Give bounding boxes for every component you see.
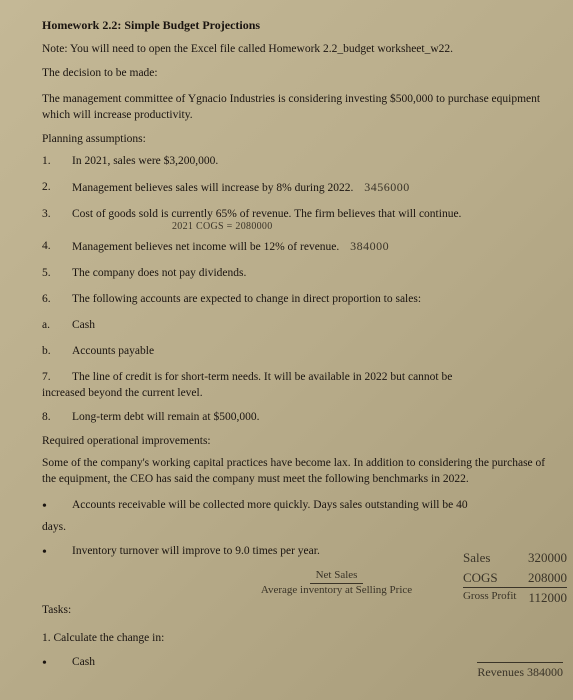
required-text: Some of the company's working capital pr…	[42, 455, 551, 487]
handwritten-calc-right: Sales 320000 COGS 208000 Gross Profit 11…	[463, 548, 567, 608]
item-number: 2.	[42, 179, 72, 196]
handwritten-sales: 3456000	[364, 180, 410, 194]
item-text: Management believes net income will be 1…	[72, 238, 551, 255]
item-text: The company does not pay dividends.	[72, 265, 551, 281]
hw-value: 112000	[528, 588, 567, 608]
assumption-7-cont: increased beyond the current level.	[42, 387, 551, 399]
assumption-6: 6. The following accounts are expected t…	[42, 291, 551, 307]
item-number: 3.	[42, 206, 72, 222]
hw-row-gross: Gross Profit 112000	[463, 588, 567, 608]
required-label: Required operational improvements:	[42, 435, 551, 447]
sub-b: b. Accounts payable	[42, 343, 551, 359]
planning-label: Planning assumptions:	[42, 133, 551, 145]
item-text: The line of credit is for short-term nee…	[72, 369, 551, 385]
assumption-5: 5. The company does not pay dividends.	[42, 265, 551, 281]
hw-label: COGS	[463, 568, 498, 588]
sub-a: a. Cash	[42, 317, 551, 333]
item-text: In 2021, sales were $3,200,000.	[72, 153, 551, 169]
item-number: 5.	[42, 265, 72, 281]
bullet-1: • Accounts receivable will be collected …	[42, 497, 551, 517]
item-number: 7.	[42, 369, 72, 385]
bullet-1-cont: days.	[42, 521, 551, 533]
assumption-2: 2. Management believes sales will increa…	[42, 179, 551, 196]
hw-value: 208000	[528, 568, 567, 588]
item-number: 1.	[42, 153, 72, 169]
handwritten-netincome: 384000	[350, 239, 389, 253]
assumption-1: 1. In 2021, sales were $3,200,000.	[42, 153, 551, 169]
calculate-label: 1. Calculate the change in:	[42, 632, 551, 644]
decision-label: The decision to be made:	[42, 65, 551, 81]
bullet-icon: •	[42, 497, 72, 517]
fraction-numerator: Net Sales	[310, 569, 364, 584]
decision-text: The management committee of Ygnacio Indu…	[42, 91, 551, 123]
handwritten-revenues: Revenues 384000	[477, 662, 563, 680]
item-number: a.	[42, 317, 72, 333]
item-text: Management believes sales will increase …	[72, 179, 551, 196]
assumption-4: 4. Management believes net income will b…	[42, 238, 551, 255]
fraction-denominator: Average inventory at Selling Price	[261, 584, 412, 596]
note-line: Note: You will need to open the Excel fi…	[42, 43, 551, 55]
bullet-icon: •	[42, 543, 72, 563]
item-text: Accounts payable	[72, 343, 551, 359]
bullet-text: Accounts receivable will be collected mo…	[72, 497, 551, 517]
calc-item-cash: • Cash	[42, 654, 551, 674]
assumption-8: 8. Long-term debt will remain at $500,00…	[42, 409, 551, 425]
item-text: Cash	[72, 317, 551, 333]
assumption-7: 7. The line of credit is for short-term …	[42, 369, 551, 385]
assignment-title: Homework 2.2: Simple Budget Projections	[42, 18, 551, 33]
item-number: 4.	[42, 238, 72, 255]
handwritten-cogs-note: 2021 COGS = 2080000	[172, 221, 573, 232]
hw-value: 320000	[528, 548, 567, 568]
item-text: Long-term debt will remain at $500,000.	[72, 409, 551, 425]
item-text-content: Management believes sales will increase …	[72, 182, 353, 194]
item-text: The following accounts are expected to c…	[72, 291, 551, 307]
hw-row-sales: Sales 320000	[463, 548, 567, 568]
bullet-icon: •	[42, 654, 72, 674]
hw-label: Gross Profit	[463, 588, 516, 608]
item-number: 6.	[42, 291, 72, 307]
hw-label: Sales	[463, 548, 490, 568]
hw-row-cogs: COGS 208000	[463, 568, 567, 589]
item-number: b.	[42, 343, 72, 359]
item-text-content: Management believes net income will be 1…	[72, 241, 339, 253]
item-number: 8.	[42, 409, 72, 425]
